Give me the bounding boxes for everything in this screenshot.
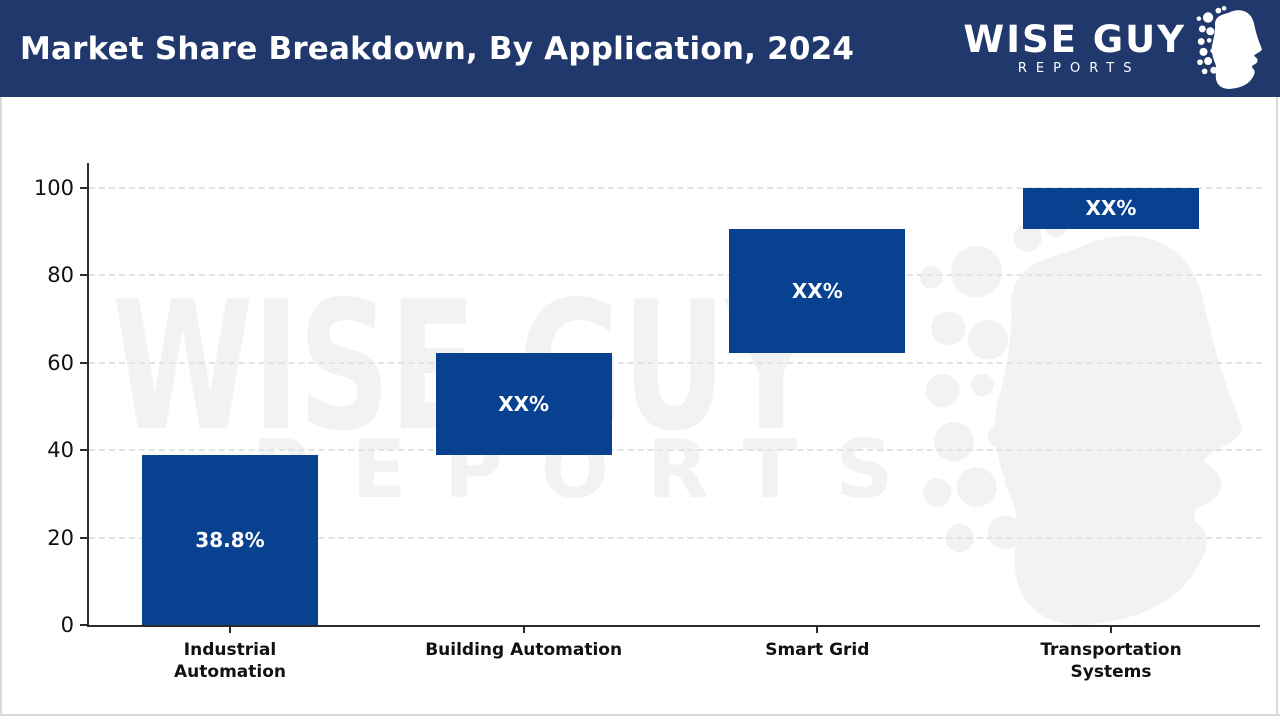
x-tick-mark <box>1110 627 1112 633</box>
y-tick-label-40: 40 <box>47 438 74 462</box>
y-tick-mark-80 <box>80 274 88 276</box>
chart-title: Market Share Breakdown, By Application, … <box>20 30 855 67</box>
gridline-y-40 <box>89 449 1262 451</box>
header-bar: Market Share Breakdown, By Application, … <box>0 0 1280 97</box>
x-tick-mark <box>229 627 231 633</box>
bar-transportation-systems: XX% <box>1023 187 1199 229</box>
y-tick-label-0: 0 <box>60 613 74 637</box>
x-category-label: Transportation Systems <box>1040 640 1182 682</box>
x-category-label: Industrial Automation <box>174 640 286 682</box>
y-tick-label-20: 20 <box>47 525 74 550</box>
brand-logo-text: WISE GUY REPORTS <box>963 21 1186 76</box>
x-axis-line <box>87 625 1260 627</box>
y-tick-mark-100 <box>80 186 88 189</box>
brand-logo: WISE GUY REPORTS <box>963 5 1280 92</box>
x-category-label: Smart Grid <box>765 640 870 660</box>
y-tick-label-60: 60 <box>47 350 74 375</box>
y-tick-mark-0 <box>80 624 88 626</box>
frame-border-right <box>1276 97 1278 716</box>
bar-value-label: 38.8% <box>195 528 265 553</box>
y-axis-line <box>87 163 89 627</box>
bar-value-label: XX% <box>1085 196 1137 221</box>
frame-border-left <box>0 97 2 716</box>
brand-name: WISE GUY <box>963 18 1186 61</box>
x-tick-mark <box>816 627 819 633</box>
x-category-label: Building Automation <box>425 640 623 660</box>
y-tick-mark-20 <box>80 536 88 539</box>
y-tick-label-100: 100 <box>33 175 74 200</box>
gridline-y-60 <box>89 361 1262 364</box>
x-tick-mark <box>522 627 525 633</box>
bar-value-label: XX% <box>791 278 843 303</box>
bar-smart-grid: XX% <box>729 228 906 353</box>
brand-subname: REPORTS <box>1017 61 1141 76</box>
gridline-y-80 <box>89 274 1262 276</box>
bar-value-label: XX% <box>498 392 550 417</box>
bar-building-automation: XX% <box>435 352 612 456</box>
y-tick-label-80: 80 <box>47 263 74 287</box>
y-tick-mark-40 <box>80 449 88 451</box>
gridline-y-100 <box>89 186 1262 189</box>
gridline-y-20 <box>89 536 1262 539</box>
bar-industrial-automation: 38.8% <box>142 455 318 625</box>
frame-border-bottom <box>0 714 1280 716</box>
y-tick-mark-60 <box>80 361 88 364</box>
